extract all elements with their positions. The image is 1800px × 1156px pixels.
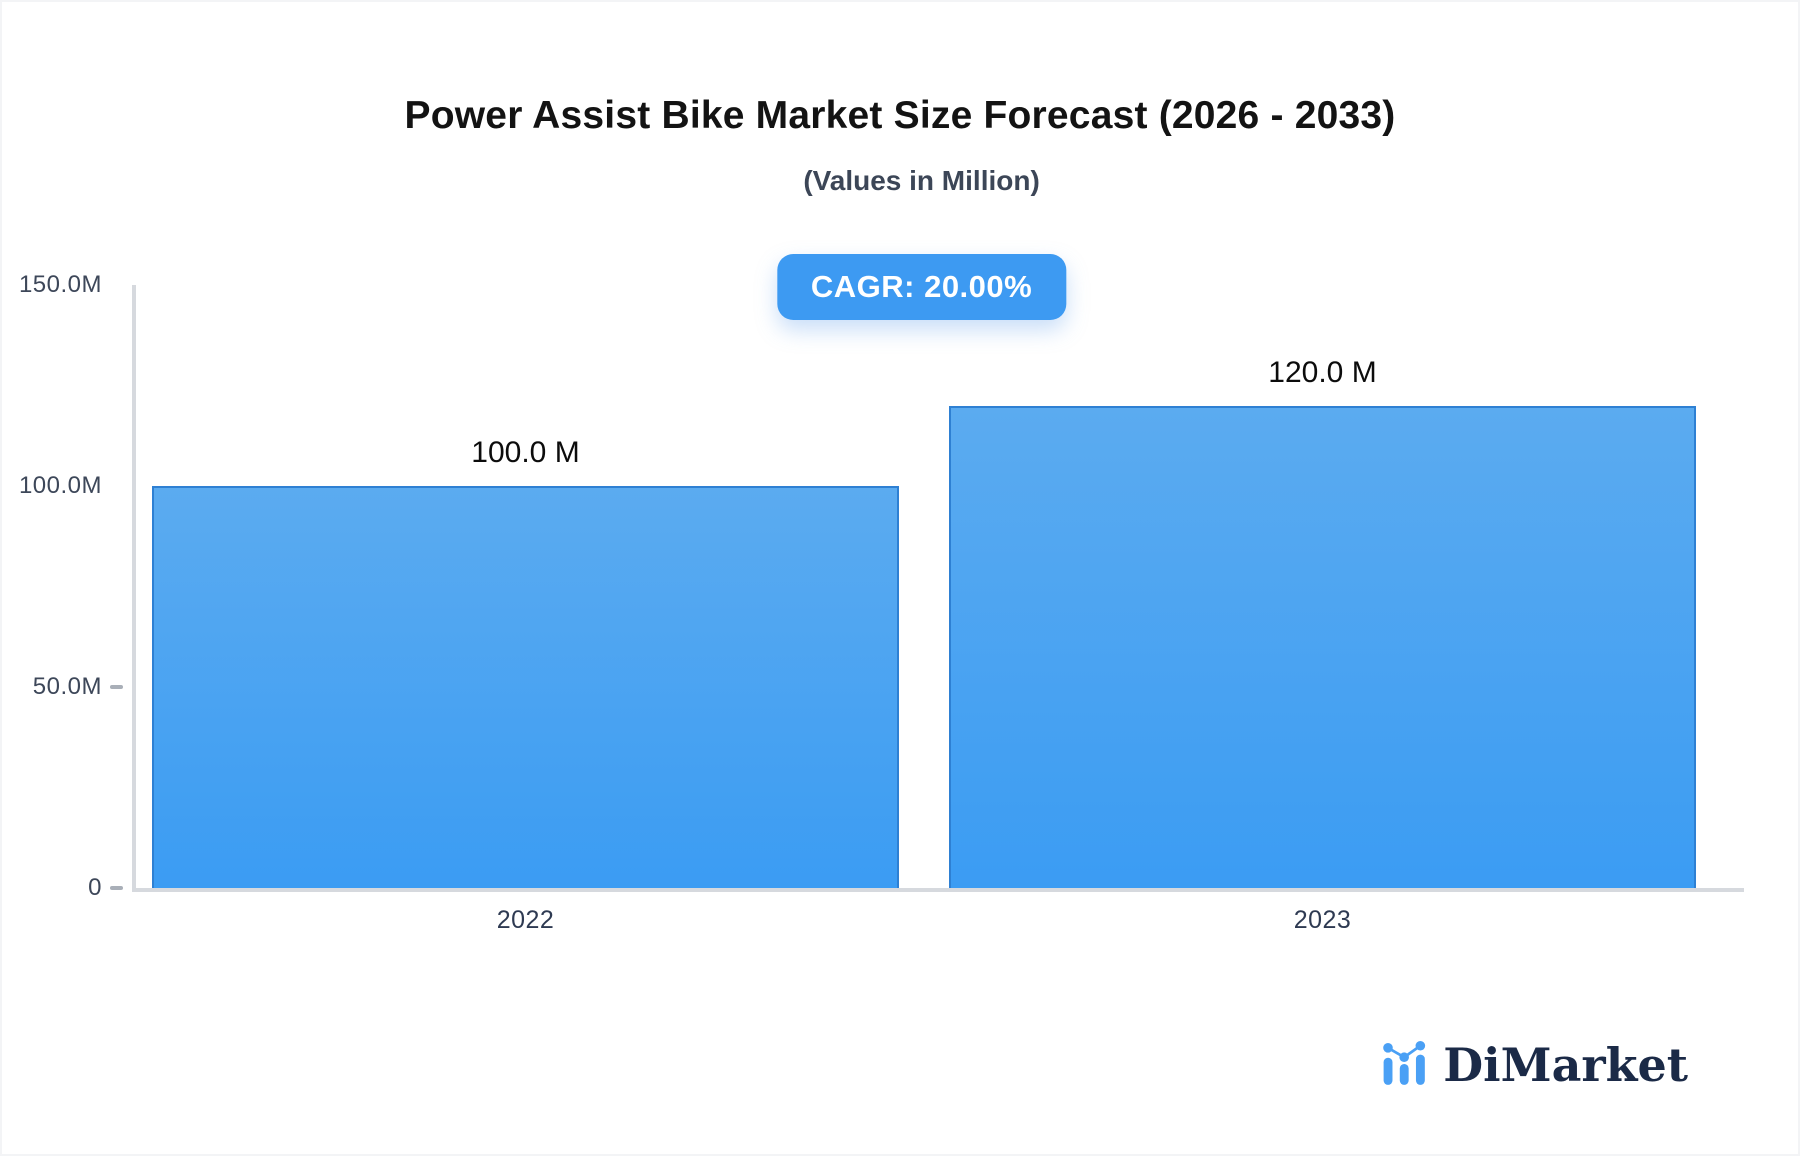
cagr-badge-label: CAGR: 20.00% — [810, 269, 1033, 304]
plot-area: 100.0 M 2022 120.0 M 2023 — [110, 285, 1744, 934]
y-tick-dash — [110, 886, 123, 890]
bar-chart-icon — [1383, 1040, 1426, 1085]
bar-2023[interactable] — [949, 405, 1696, 888]
x-axis-label: 2023 — [1293, 906, 1352, 934]
y-tick-label: 50.0M — [32, 673, 102, 700]
brand-logo: DiMarket — [1381, 1040, 1688, 1088]
y-axis-labels: 0 50.0M 100.0M 150.0M — [2, 271, 102, 901]
cagr-badge: CAGR: 20.00% — [776, 254, 1067, 320]
bar-2022[interactable] — [152, 486, 899, 888]
bar-value-label: 120.0 M — [1268, 355, 1377, 389]
y-tick-dash — [110, 685, 123, 689]
y-tick-label: 150.0M — [18, 271, 102, 298]
x-axis-label: 2022 — [496, 906, 555, 934]
y-tick-label: 100.0M — [18, 472, 102, 499]
brand-name: DiMarket — [1443, 1038, 1688, 1092]
bar-value-label: 100.0 M — [471, 436, 580, 469]
y-tick-label: 0 — [88, 874, 102, 901]
chart-title: Power Assist Bike Market Size Forecast (… — [404, 94, 1396, 137]
chart-subtitle: (Values in Million) — [803, 165, 1040, 196]
